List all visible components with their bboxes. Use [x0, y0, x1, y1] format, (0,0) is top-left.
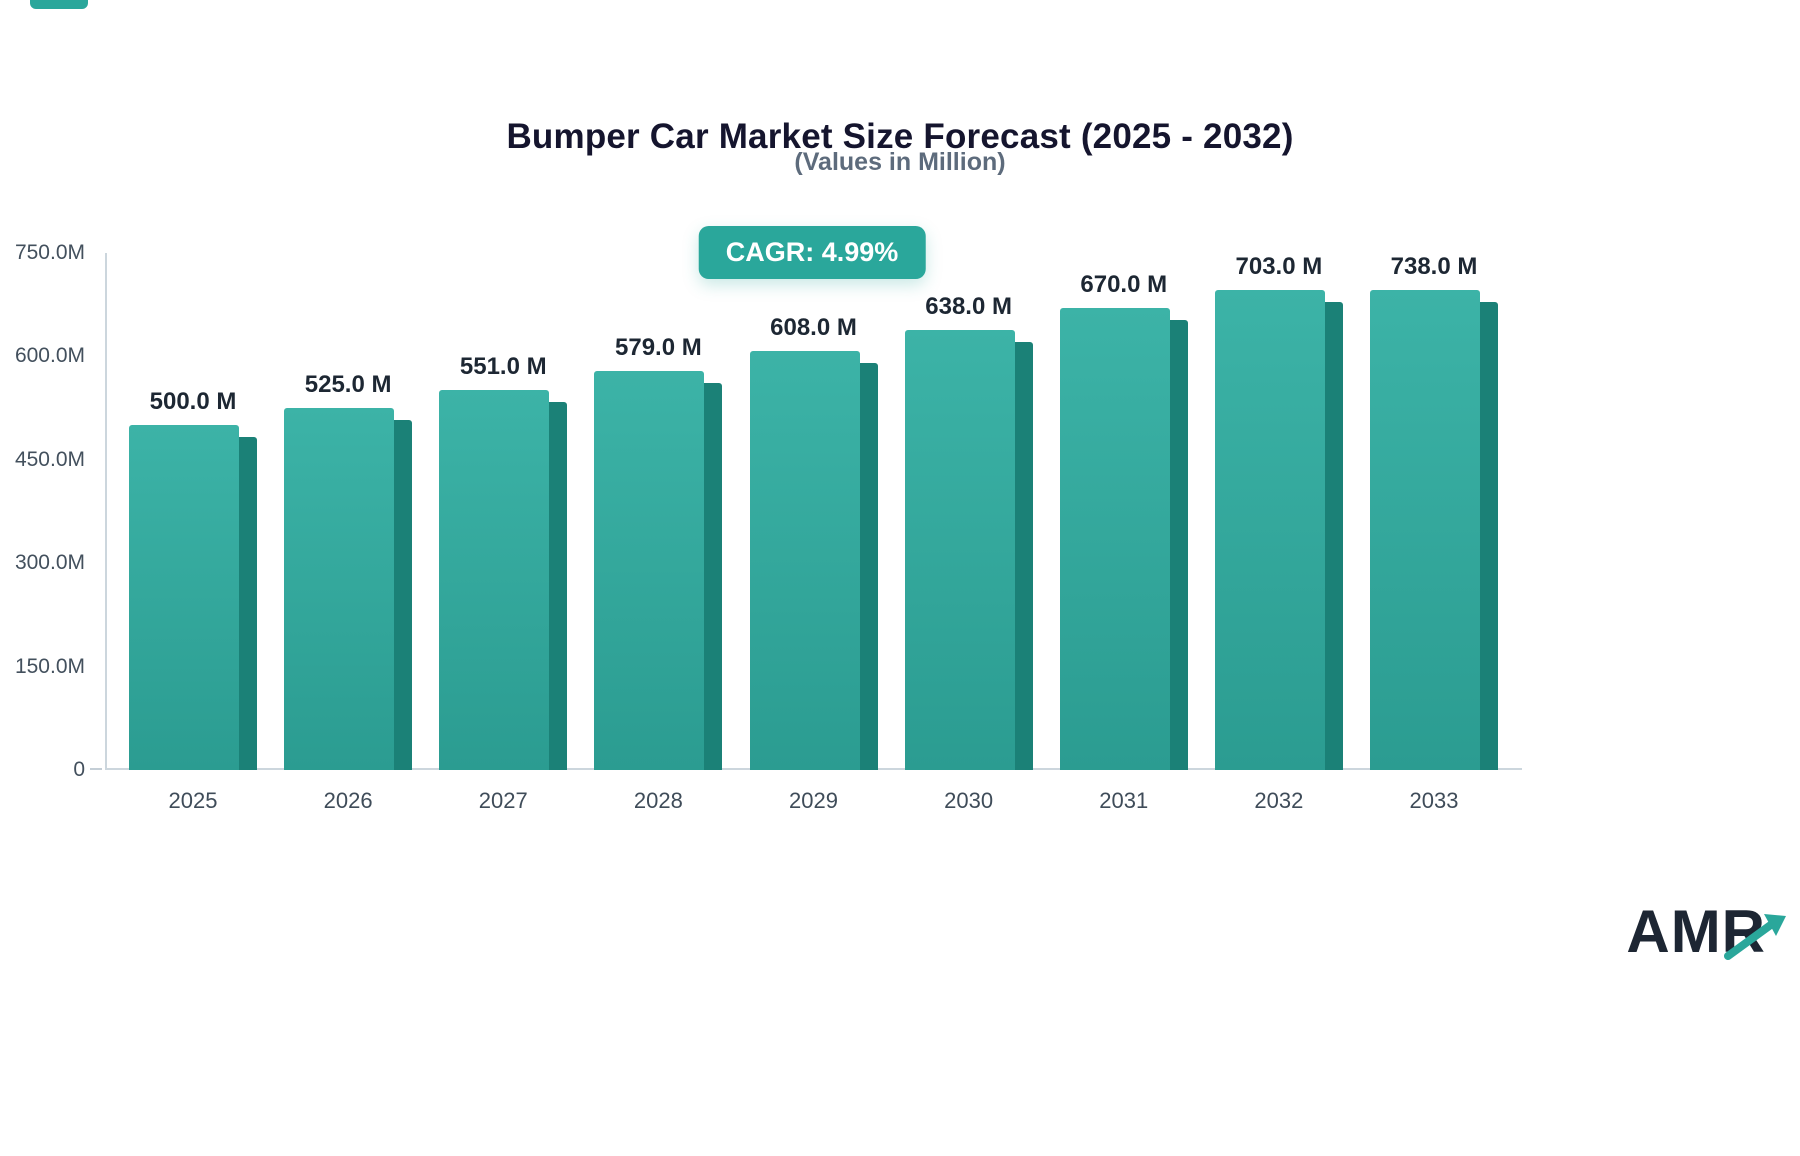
bar — [129, 425, 257, 770]
y-tick-label: 750.0M — [14, 241, 85, 264]
bar-face — [284, 408, 395, 770]
bar-group: 670.0 M 2031 — [1059, 253, 1188, 813]
bar-plot-area: 500.0 M 2025 525.0 M 2026 551.0 M 2027 579.0 M… — [107, 253, 1520, 813]
chart-subtitle: (Values in Million) — [794, 148, 1006, 176]
x-axis-label: 2029 — [789, 788, 838, 813]
bar-value-label: 738.0 M — [1390, 253, 1478, 280]
y-tick-label: 450.0M — [14, 447, 85, 471]
bar-value-label: 703.0 M — [1235, 253, 1323, 280]
bar-group: 525.0 M 2026 — [284, 253, 413, 813]
y-tick-label: 150.0M — [14, 654, 85, 678]
x-axis-label: 2032 — [1254, 788, 1304, 813]
y-tick-label: 0 — [73, 758, 85, 781]
bar-side-shadow — [549, 402, 568, 770]
bar-side-shadow — [239, 437, 257, 770]
x-axis-label: 2033 — [1409, 788, 1459, 813]
x-axis-label: 2031 — [1099, 788, 1149, 813]
bar-group: 500.0 M 2025 — [129, 253, 257, 813]
bar-side-shadow — [859, 362, 878, 770]
x-axis-label: 2026 — [323, 788, 373, 813]
bar-face — [904, 330, 1015, 770]
bar-group: 703.0 M 2032 — [1214, 253, 1343, 813]
bar-side-shadow — [1014, 342, 1033, 770]
bar-face — [594, 370, 705, 770]
bar-face — [749, 350, 860, 770]
chart-title: Bumper Car Market Size Forecast (2025 - … — [506, 117, 1294, 157]
bar-group: 608.0 M 2029 — [749, 253, 878, 813]
bar-face — [1214, 290, 1325, 770]
x-axis-label: 2027 — [478, 788, 528, 813]
bar — [439, 390, 568, 770]
bar-value-label: 579.0 M — [615, 333, 702, 361]
amr-logo-arrow-icon — [1724, 914, 1786, 960]
bar-side-shadow — [1169, 320, 1188, 770]
top-left-teal-fragment — [30, 0, 88, 9]
bar-face — [439, 390, 550, 770]
x-axis-label: 2028 — [633, 788, 683, 813]
bar — [749, 350, 878, 770]
bar-group: 638.0 M 2030 — [904, 253, 1033, 813]
bar — [904, 330, 1033, 770]
bar-face — [1059, 308, 1170, 770]
bar-value-label: 638.0 M — [925, 293, 1012, 321]
bar-side-shadow — [1480, 302, 1498, 770]
bar — [284, 408, 413, 770]
bar — [1059, 308, 1188, 770]
bar-face — [129, 425, 239, 770]
amr-logo-text: AMR — [1626, 898, 1766, 965]
bar-side-shadow — [704, 382, 723, 770]
bar-value-label: 608.0 M — [770, 313, 857, 341]
y-tick-label: 600.0M — [14, 344, 85, 368]
bar-group: 551.0 M 2027 — [439, 253, 568, 813]
bar-value-label: 670.0 M — [1080, 271, 1168, 299]
bar — [1370, 290, 1498, 770]
bar-value-label: 525.0 M — [304, 371, 392, 399]
zero-tick-mark — [90, 768, 102, 770]
bar-side-shadow — [1324, 302, 1343, 770]
cagr-badge: CAGR: 4.99% — [698, 226, 926, 279]
y-axis-line — [105, 253, 107, 770]
bar-value-label: 500.0 M — [149, 388, 237, 416]
bar-value-label: 551.0 M — [459, 353, 547, 381]
bar-face — [1370, 290, 1480, 770]
bar — [594, 370, 723, 770]
y-tick-label: 300.0M — [14, 551, 85, 575]
x-axis-label: 2025 — [168, 788, 218, 813]
y-axis-tick-labels: 0 150.0M 300.0M 450.0M 600.0M 750.0M — [0, 241, 95, 781]
bar — [1214, 290, 1343, 770]
bar-side-shadow — [394, 420, 413, 770]
bar-group: 738.0 M 2033 — [1370, 253, 1498, 813]
bar-group: 579.0 M 2028 — [594, 253, 723, 813]
x-axis-label: 2030 — [944, 788, 994, 813]
amr-logo: AMR — [1626, 897, 1786, 966]
